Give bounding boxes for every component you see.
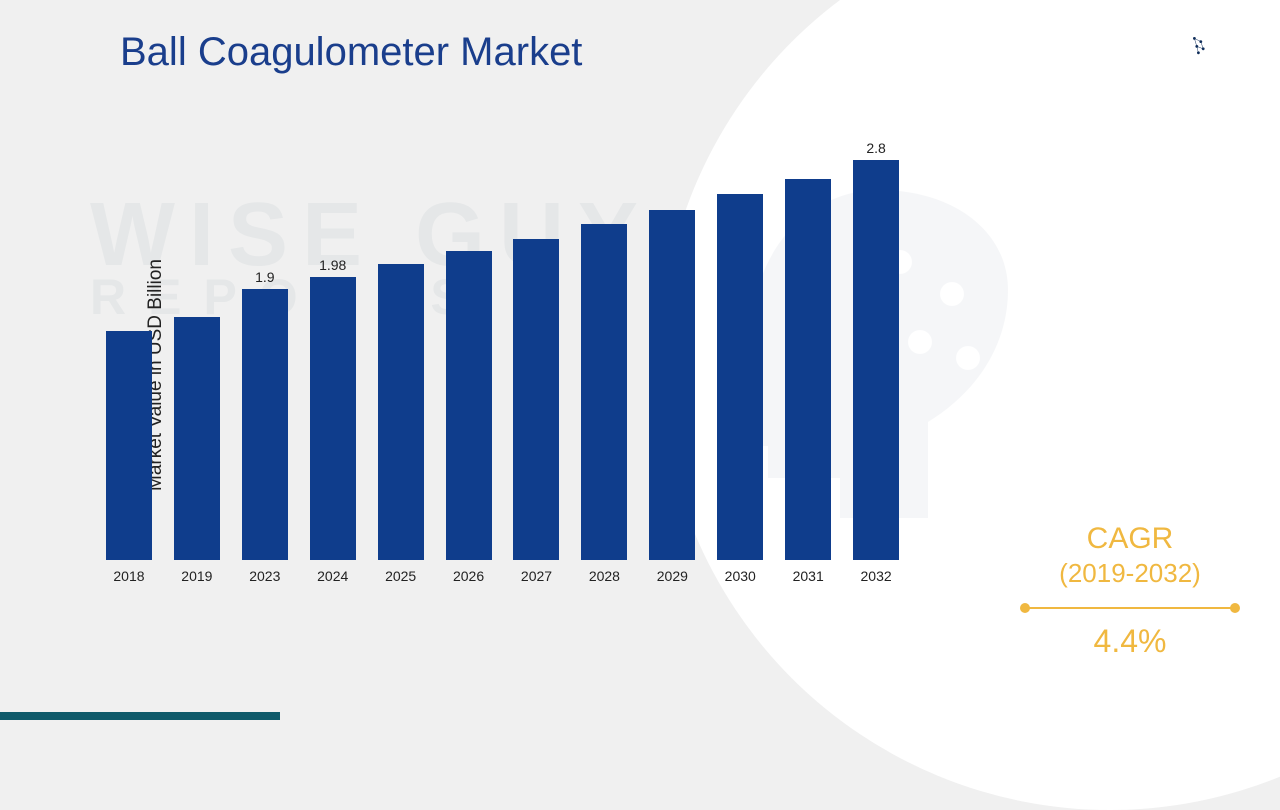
x-tick-label: 2023 — [249, 568, 280, 584]
cagr-divider — [1025, 607, 1235, 609]
x-tick-label: 2018 — [113, 568, 144, 584]
x-tick-label: 2028 — [589, 568, 620, 584]
bar — [785, 179, 831, 560]
x-tick-label: 2030 — [725, 568, 756, 584]
cagr-years: (2019-2032) — [1015, 558, 1245, 589]
x-tick-label: 2029 — [657, 568, 688, 584]
bar-wrap: 2018 — [95, 331, 163, 560]
bar — [581, 224, 627, 560]
logo-main-text: WISE GUY — [977, 31, 1165, 73]
bar — [378, 264, 424, 560]
bar-wrap: 2026 — [435, 251, 503, 560]
bottom-strip — [0, 712, 280, 720]
bar-value-label: 2.8 — [866, 140, 885, 156]
bar — [717, 194, 763, 560]
logo-sub-text: R E P O R T S — [977, 74, 1210, 92]
x-tick-label: 2025 — [385, 568, 416, 584]
bar-wrap: 1.9 2023 — [231, 269, 299, 560]
bar-wrap: 2019 — [163, 317, 231, 560]
bar-wrap: 2030 — [706, 194, 774, 560]
bar — [310, 277, 356, 560]
bar — [446, 251, 492, 560]
bar — [513, 239, 559, 560]
bar — [106, 331, 152, 560]
bars-container: 2018 2019 1.9 2023 1.98 2024 2025 2026 2… — [95, 160, 910, 560]
bar — [242, 289, 288, 560]
head-icon — [1171, 28, 1213, 76]
x-tick-label: 2026 — [453, 568, 484, 584]
brand-logo: WISE GUY R E P O R T S — [977, 28, 1250, 92]
bar-chart: Market Value in USD Billion 2018 2019 1.… — [50, 150, 920, 600]
x-tick-label: 2027 — [521, 568, 552, 584]
bar-value-label: 1.9 — [255, 269, 274, 285]
bar-wrap: 1.98 2024 — [299, 257, 367, 560]
chart-title: Ball Coagulometer Market — [120, 30, 582, 75]
bar-wrap: 2031 — [774, 179, 842, 560]
cagr-label: CAGR — [1015, 522, 1245, 556]
cagr-value: 4.4% — [1015, 623, 1245, 660]
cagr-block: CAGR (2019-2032) 4.4% — [1015, 522, 1245, 660]
bar — [649, 210, 695, 560]
x-tick-label: 2032 — [861, 568, 892, 584]
x-tick-label: 2024 — [317, 568, 348, 584]
bar-wrap: 2028 — [570, 224, 638, 560]
bar-value-label: 1.98 — [319, 257, 346, 273]
x-tick-label: 2019 — [181, 568, 212, 584]
bar-wrap: 2027 — [503, 239, 571, 560]
bar — [853, 160, 899, 560]
bar-wrap: 2029 — [638, 210, 706, 560]
bar — [174, 317, 220, 560]
bar-wrap: 2.8 2032 — [842, 140, 910, 560]
bar-wrap: 2025 — [367, 264, 435, 560]
x-tick-label: 2031 — [793, 568, 824, 584]
